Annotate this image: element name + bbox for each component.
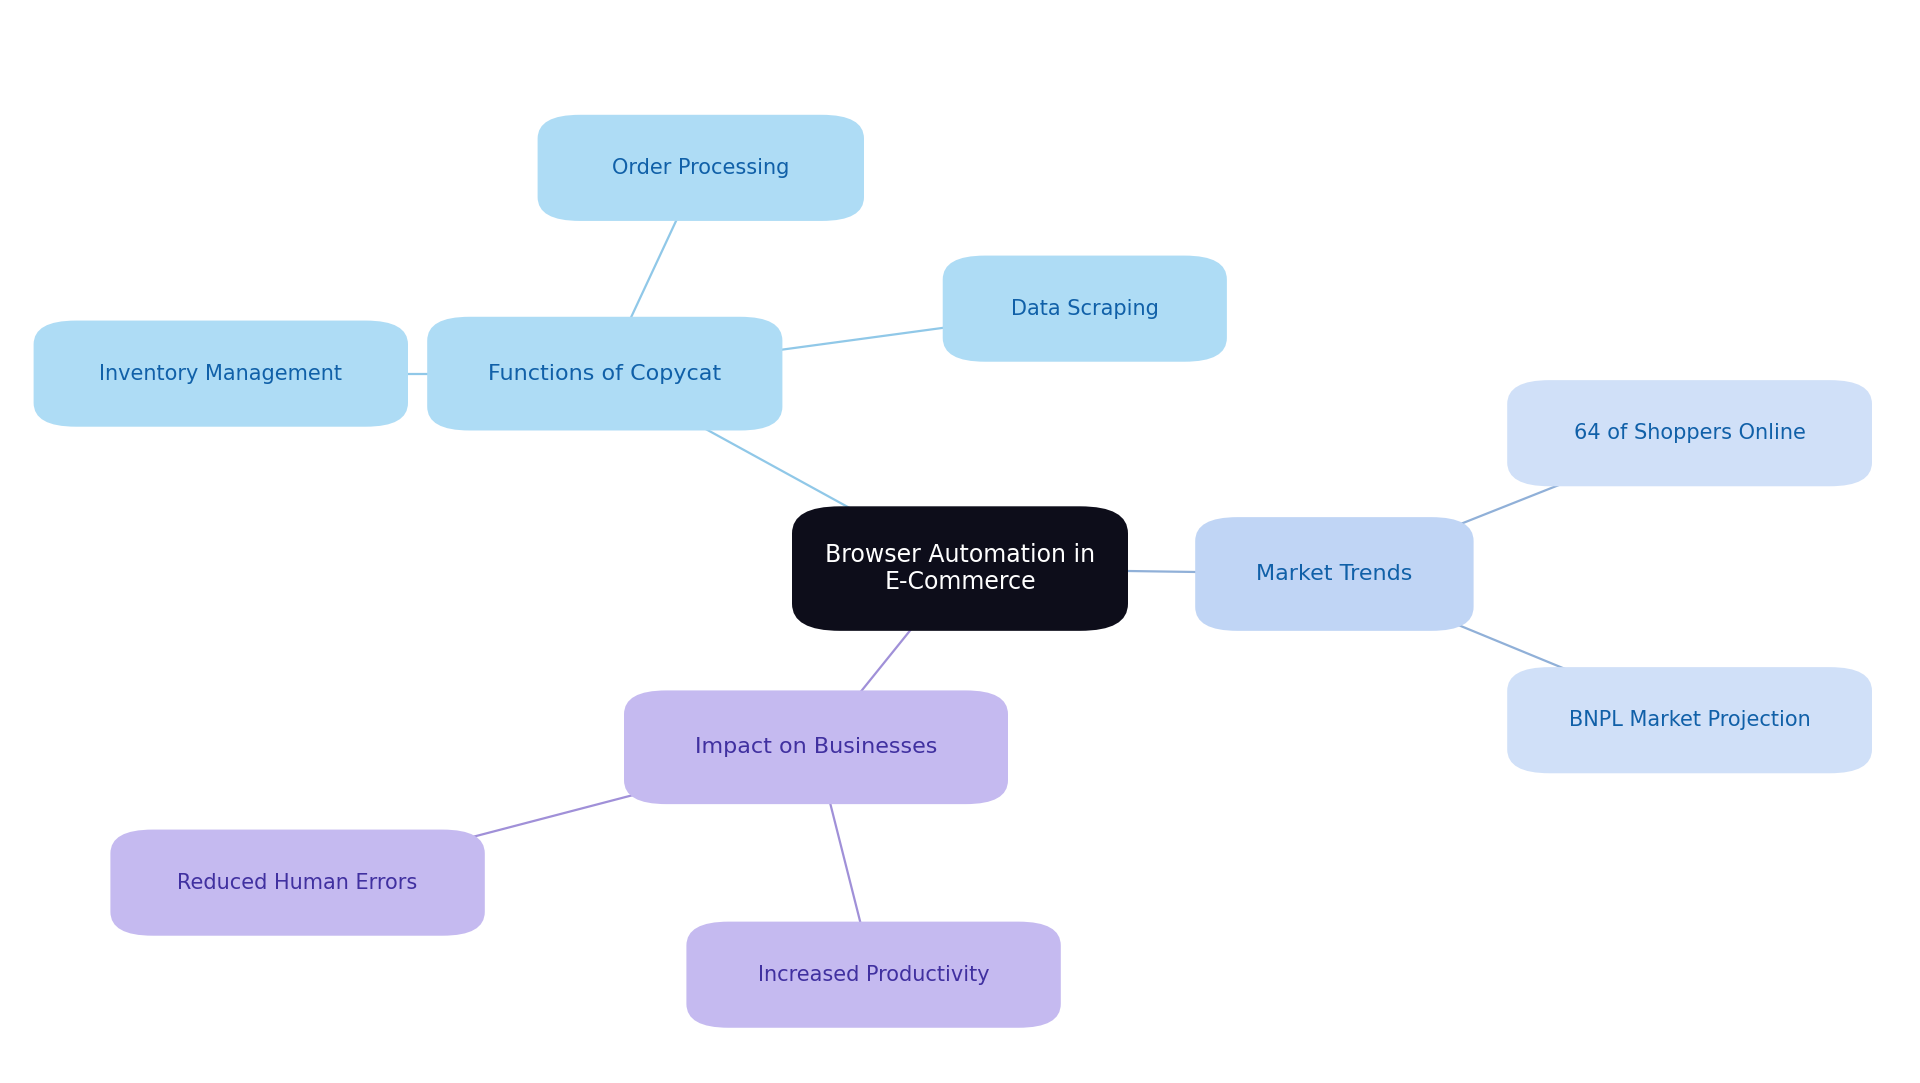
FancyBboxPatch shape [1507,380,1872,486]
Text: BNPL Market Projection: BNPL Market Projection [1569,710,1811,730]
Text: Functions of Copycat: Functions of Copycat [488,364,722,383]
Text: Browser Automation in
E-Commerce: Browser Automation in E-Commerce [826,543,1094,595]
FancyBboxPatch shape [35,321,409,427]
Text: Market Trends: Market Trends [1256,564,1413,584]
Text: Inventory Management: Inventory Management [100,364,342,383]
FancyBboxPatch shape [791,507,1127,630]
Text: Increased Productivity: Increased Productivity [758,965,989,984]
Text: 64 of Shoppers Online: 64 of Shoppers Online [1574,423,1805,443]
FancyBboxPatch shape [538,115,864,221]
FancyBboxPatch shape [624,691,1008,804]
FancyBboxPatch shape [943,256,1227,362]
FancyBboxPatch shape [109,830,484,936]
FancyBboxPatch shape [1194,518,1475,630]
FancyBboxPatch shape [687,922,1060,1028]
FancyBboxPatch shape [426,317,783,430]
Text: Impact on Businesses: Impact on Businesses [695,738,937,757]
FancyBboxPatch shape [1507,667,1872,773]
Text: Order Processing: Order Processing [612,158,789,178]
Text: Reduced Human Errors: Reduced Human Errors [177,873,419,892]
Text: Data Scraping: Data Scraping [1010,299,1160,318]
